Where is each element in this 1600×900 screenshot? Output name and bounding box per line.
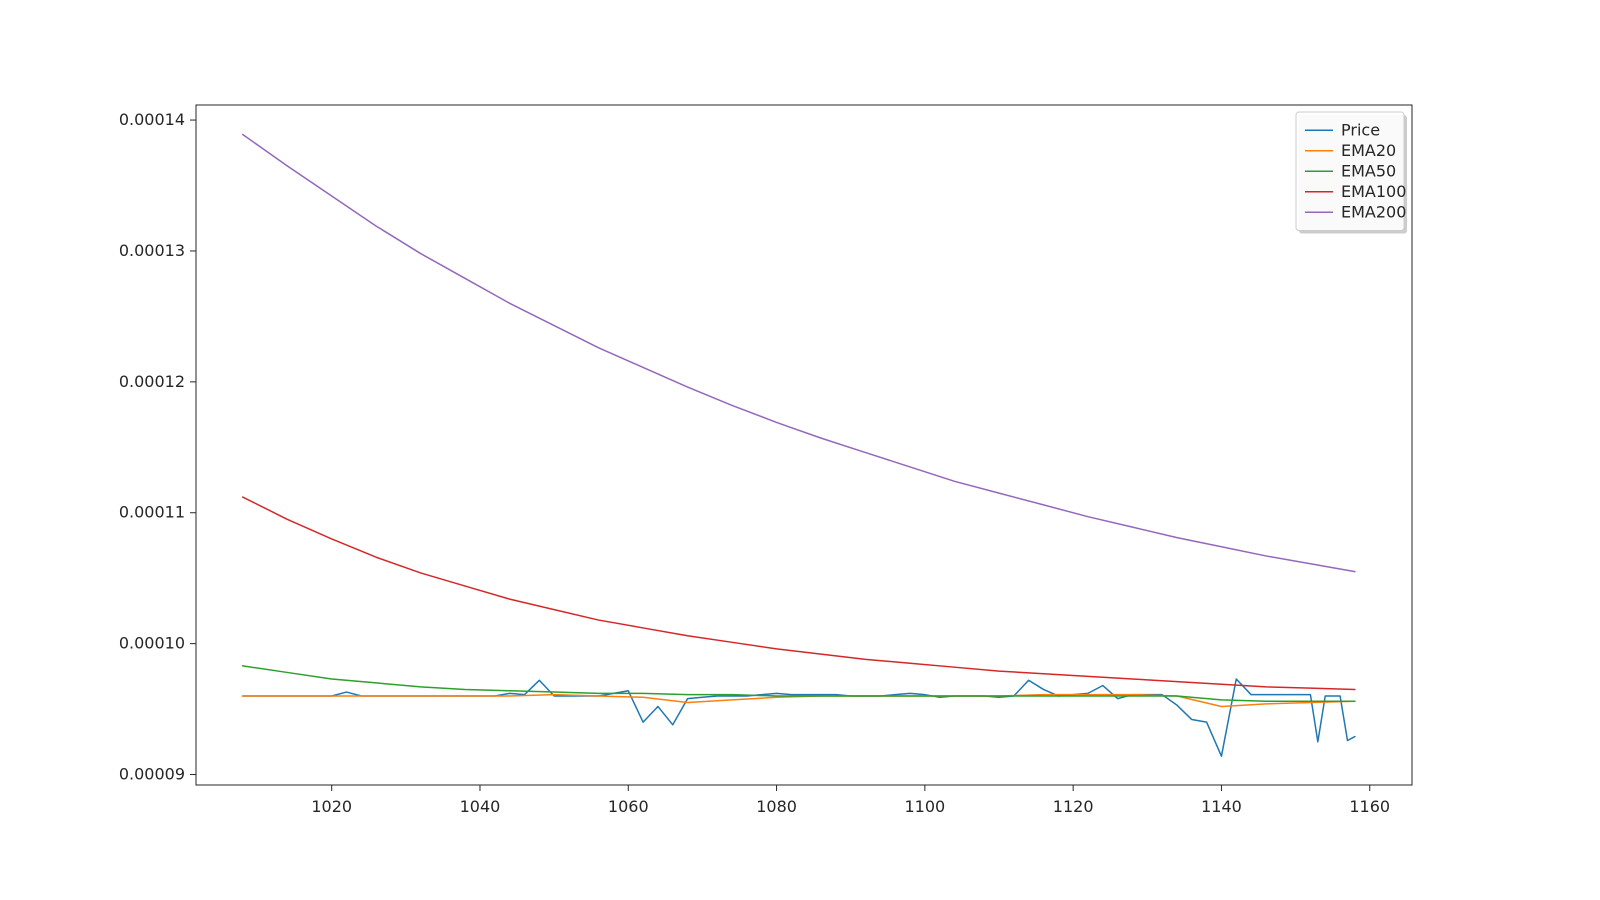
legend-entry-ema20: EMA20 [1305, 141, 1396, 160]
x-tick-label: 1140 [1201, 797, 1242, 816]
y-tick-label: 0.00012 [119, 372, 185, 391]
series-line-ema50 [241, 665, 1356, 702]
series-line-ema100 [241, 496, 1356, 691]
legend-entry-ema100: EMA100 [1305, 182, 1406, 201]
x-tick-label: 1080 [756, 797, 797, 816]
x-tick-label: 1120 [1053, 797, 1094, 816]
x-tick-label: 1160 [1349, 797, 1390, 816]
legend-label-ema50: EMA50 [1341, 161, 1396, 180]
y-tick-label: 0.00010 [119, 634, 185, 653]
x-tick-label: 1100 [904, 797, 945, 816]
x-tick-label: 1020 [311, 797, 352, 816]
y-tick-label: 0.00011 [119, 503, 185, 522]
legend-label-ema200: EMA200 [1341, 202, 1406, 221]
y-tick-label: 0.00009 [119, 765, 185, 784]
y-tick-label: 0.00014 [119, 110, 185, 129]
series-line-ema200 [241, 133, 1356, 573]
legend-entry-price: Price [1305, 120, 1380, 139]
x-tick-label: 1060 [608, 797, 649, 816]
legend-label-price: Price [1341, 120, 1380, 139]
legend-entry-ema200: EMA200 [1305, 202, 1406, 221]
axes-frame [195, 104, 1413, 786]
legend-label-ema20: EMA20 [1341, 141, 1396, 160]
legend-label-ema100: EMA100 [1341, 182, 1406, 201]
y-tick-label: 0.00013 [119, 241, 185, 260]
legend-entry-ema50: EMA50 [1305, 161, 1396, 180]
legend-box [1295, 111, 1405, 231]
series-line-price [241, 678, 1356, 757]
x-tick-label: 1040 [460, 797, 501, 816]
